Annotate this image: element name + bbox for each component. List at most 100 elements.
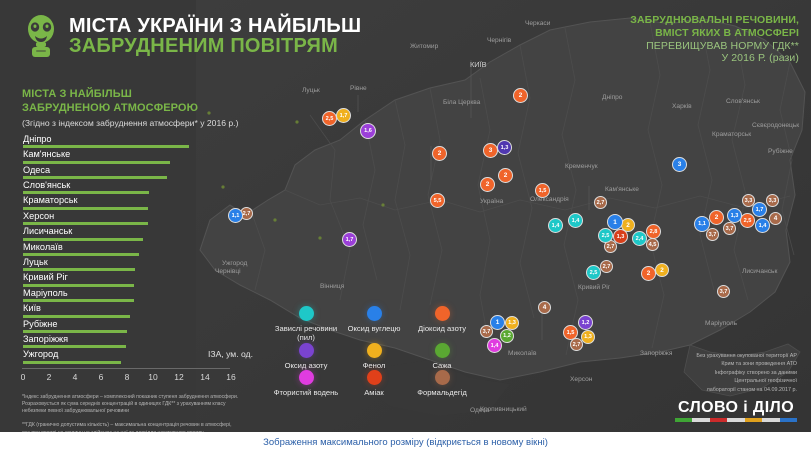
- pollution-marker[interactable]: 1,3: [497, 140, 512, 155]
- x-axis-tick: 6: [98, 371, 104, 382]
- logo-bar-segment: [744, 418, 763, 422]
- legend-item-label: Фтористий водень: [273, 388, 339, 398]
- pollution-marker[interactable]: 3,3: [766, 194, 779, 207]
- logo-bar-segment: [692, 418, 710, 422]
- pollution-marker[interactable]: 1,3: [505, 316, 519, 330]
- chart-bar: [23, 191, 150, 195]
- nitrogen-dioxide-legend-dot: [434, 306, 450, 321]
- pollution-marker[interactable]: 1,4: [568, 213, 583, 228]
- pollution-marker[interactable]: 5,5: [430, 193, 445, 208]
- pollution-marker[interactable]: 2: [709, 210, 724, 225]
- pollution-marker[interactable]: 2,5: [598, 228, 613, 243]
- pollution-marker[interactable]: 3,7: [706, 228, 719, 241]
- chart-bar: [23, 237, 143, 241]
- pollution-marker[interactable]: 1,2: [500, 329, 514, 343]
- pollution-marker[interactable]: 1,7: [336, 108, 351, 123]
- pollution-marker[interactable]: 2,4: [632, 231, 647, 246]
- legend-item[interactable]: Завислі речовини (пил): [272, 306, 340, 343]
- legend-item[interactable]: Сажа: [408, 342, 476, 370]
- pollution-marker[interactable]: 4: [769, 212, 782, 225]
- right-header-line4: У 2016 Р. (рази): [721, 52, 799, 65]
- pollution-marker[interactable]: 2,5: [740, 213, 755, 228]
- pollution-marker[interactable]: 3,3: [742, 194, 755, 207]
- logo-bar-segment: [675, 418, 693, 422]
- logo-text: СЛОВО і ДІЛО: [677, 399, 795, 416]
- pollution-marker[interactable]: 3,7: [480, 325, 493, 338]
- chart-bar: [23, 145, 190, 149]
- chart-bar-row: Дніпро: [22, 134, 244, 150]
- pollution-marker[interactable]: 1,3: [727, 208, 742, 223]
- map-city-label: Ужгород: [222, 260, 248, 267]
- chart-bar-label: Кам'янське: [23, 149, 71, 160]
- pollution-marker[interactable]: 1: [490, 315, 505, 330]
- pollution-marker[interactable]: 2,8: [646, 224, 661, 239]
- map-city-label: Кропивницький: [480, 406, 527, 413]
- map-city-label: Житомир: [410, 43, 439, 50]
- footnote-gdk: **ГДК (гранично допустима кількість) – м…: [22, 422, 232, 432]
- pollution-marker[interactable]: 2: [498, 168, 513, 183]
- map-city-label: Миколаїв: [508, 350, 537, 357]
- pollution-marker[interactable]: 2: [655, 263, 669, 277]
- pollution-marker[interactable]: 1,4: [548, 218, 563, 233]
- pollution-marker[interactable]: 3,7: [723, 222, 736, 235]
- pollution-marker[interactable]: 2: [621, 218, 635, 232]
- slovo-i-dilo-logo[interactable]: СЛОВО і ДІЛО: [675, 400, 797, 422]
- map-city-label: КИЇВ: [470, 60, 487, 69]
- pollution-marker[interactable]: 1,4: [755, 218, 770, 233]
- map-city-label: Олександрія: [530, 196, 569, 203]
- right-header-line1: ЗАБРУДНЮВАЛЬНІ РЕЧОВИНИ,: [630, 14, 799, 26]
- pollution-marker[interactable]: 1,2: [578, 315, 593, 330]
- legend-item[interactable]: Формальдегід: [408, 370, 476, 397]
- x-axis-tick: 2: [46, 371, 52, 382]
- chart-bar-label: Одеса: [23, 164, 51, 175]
- legend-item[interactable]: Діоксид азоту: [408, 306, 476, 343]
- pollution-marker[interactable]: 3,7: [717, 285, 730, 298]
- pollution-marker[interactable]: 1,4: [487, 338, 502, 353]
- pollution-index-bar-chart: Дніпро Кам'янське Одеса Слов'янськ Краматорс…: [21, 134, 253, 385]
- legend-item[interactable]: Аміак: [340, 370, 408, 397]
- pollution-marker[interactable]: 2: [513, 88, 528, 103]
- ukraine-map-svg: [190, 0, 811, 432]
- pollution-marker[interactable]: 1,3: [581, 330, 595, 344]
- chart-bar: [23, 222, 148, 226]
- pollution-marker[interactable]: 1,7: [752, 202, 767, 217]
- pollution-marker[interactable]: 2: [641, 266, 656, 281]
- pollution-marker[interactable]: 2,5: [586, 265, 601, 280]
- pollution-marker[interactable]: 4: [538, 301, 551, 314]
- legend-item-label: Оксид вуглецю: [347, 324, 401, 333]
- legend-row: Завислі речовини (пил) Оксид вуглецю Діокс…: [272, 306, 477, 343]
- chart-x-axis: ІЗА, ум. од. 0 2 4 6 8 10 12 14 16: [21, 349, 253, 385]
- pollution-marker[interactable]: 3: [672, 157, 687, 172]
- pollution-marker[interactable]: 2,5: [322, 111, 337, 126]
- pollution-marker[interactable]: 4,5: [646, 238, 659, 251]
- legend-item[interactable]: Оксид азоту: [272, 342, 340, 370]
- pollution-marker[interactable]: 1,6: [360, 123, 376, 139]
- pollution-marker[interactable]: 1,5: [535, 183, 550, 198]
- chart-bar-row: Кам'янське: [22, 149, 244, 165]
- hydrogen-fluoride-legend-dot: [298, 370, 314, 386]
- disclaimer-line3: Інфографіку створено за даними: [714, 369, 797, 376]
- pollution-marker[interactable]: 1,5: [563, 325, 578, 340]
- logo-bar-segment: [779, 418, 797, 422]
- pollution-marker[interactable]: 1,7: [342, 232, 357, 247]
- legend-item[interactable]: Фтористий водень: [272, 370, 340, 397]
- map-city-label: Сєвєродонецьк: [752, 122, 800, 129]
- pollution-marker[interactable]: 1,3: [613, 229, 628, 244]
- legend-item[interactable]: Фенол: [340, 342, 408, 370]
- chart-bar-row: Слов'янськ: [22, 180, 244, 196]
- pollution-marker[interactable]: 1,1: [694, 216, 710, 232]
- pollution-marker[interactable]: 2: [432, 146, 447, 161]
- chart-bar-row: Запоріжжя: [22, 333, 244, 350]
- pollution-marker[interactable]: 2,7: [600, 260, 613, 273]
- chart-bar-label: Запоріжжя: [23, 333, 69, 344]
- pollution-marker[interactable]: 2: [480, 177, 495, 192]
- legend-item[interactable]: Оксид вуглецю: [340, 306, 408, 343]
- map-city-label: Чернівці: [215, 268, 241, 275]
- pollution-marker[interactable]: 1,1: [228, 208, 243, 223]
- image-caption[interactable]: Зображення максимального розміру (відкри…: [0, 432, 811, 453]
- pollution-marker[interactable]: 2,7: [594, 196, 607, 209]
- pollution-marker[interactable]: 3: [483, 143, 498, 158]
- pollution-marker[interactable]: 1: [607, 214, 623, 230]
- pollution-marker[interactable]: 2,7: [570, 338, 583, 351]
- chart-bar-row: Кривий Ріг: [22, 272, 244, 288]
